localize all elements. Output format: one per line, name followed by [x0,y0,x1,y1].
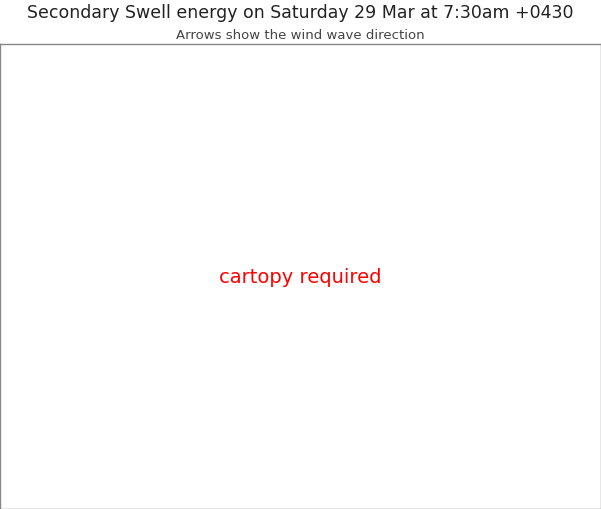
Text: cartopy required: cartopy required [219,267,382,287]
Text: Arrows show the wind wave direction: Arrows show the wind wave direction [176,29,425,41]
Text: Secondary Swell energy on Saturday 29 Mar at 7:30am +0430: Secondary Swell energy on Saturday 29 Ma… [27,4,574,21]
